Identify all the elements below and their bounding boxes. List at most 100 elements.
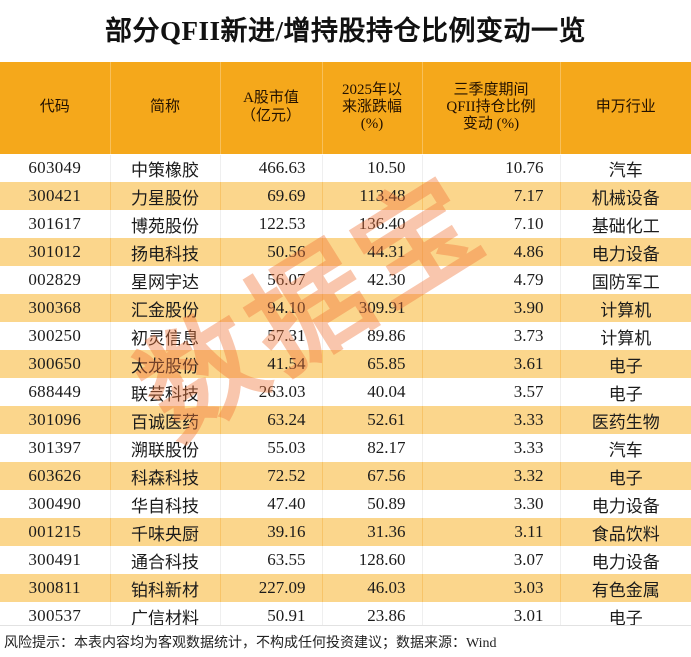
cell-industry: 食品饮料 <box>560 518 691 546</box>
cell-stock-name: 铂科新材 <box>110 574 221 602</box>
cell-market-cap: 227.09 <box>220 574 323 602</box>
header-row: 代码 简称 A股市值 （亿元） 2025年以 来涨跌幅 (%) 三季度期间 QF… <box>0 62 691 155</box>
cell-market-cap: 466.63 <box>220 154 323 182</box>
cell-stock-name: 力星股份 <box>110 182 221 210</box>
cell-industry: 汽车 <box>560 154 691 182</box>
column-header-market-cap-line1: A股市值 <box>243 90 299 107</box>
cell-stock-code: 603626 <box>0 462 111 490</box>
column-header-qfii-change-line3: 变动 (%) <box>462 116 520 133</box>
cell-stock-code: 300490 <box>0 490 111 518</box>
cell-industry: 国防军工 <box>560 266 691 294</box>
table-row: 002829 星网宇达 56.07 42.30 4.79 国防军工 <box>0 266 691 294</box>
cell-qfii-change: 3.90 <box>422 294 561 322</box>
column-header-industry-label: 申万行业 <box>595 99 656 116</box>
cell-industry: 机械设备 <box>560 182 691 210</box>
cell-ytd-change: 89.86 <box>322 322 423 350</box>
cell-stock-code: 300368 <box>0 294 111 322</box>
cell-ytd-change: 44.31 <box>322 238 423 266</box>
cell-qfii-change: 3.07 <box>422 546 561 574</box>
cell-qfii-change: 3.61 <box>422 350 561 378</box>
cell-market-cap: 55.03 <box>220 434 323 462</box>
table-row: 301012 扬电科技 50.56 44.31 4.86 电力设备 <box>0 238 691 266</box>
cell-stock-name: 星网宇达 <box>110 266 221 294</box>
cell-ytd-change: 309.91 <box>322 294 423 322</box>
cell-stock-code: 300491 <box>0 546 111 574</box>
cell-industry: 计算机 <box>560 322 691 350</box>
cell-market-cap: 263.03 <box>220 378 323 406</box>
footer-bar: 风险提示：本表内容均为客观数据统计，不构成任何投资建议；数据来源：Wind <box>0 625 691 657</box>
cell-stock-code: 301397 <box>0 434 111 462</box>
cell-stock-name: 通合科技 <box>110 546 221 574</box>
column-header-ytd-change-line3: (%) <box>360 116 384 133</box>
column-header-code-label: 代码 <box>39 99 70 116</box>
cell-market-cap: 72.52 <box>220 462 323 490</box>
cell-market-cap: 122.53 <box>220 210 323 238</box>
cell-stock-code: 300250 <box>0 322 111 350</box>
cell-stock-code: 301096 <box>0 406 111 434</box>
cell-stock-code: 301617 <box>0 210 111 238</box>
table-row: 300250 初灵信息 57.31 89.86 3.73 计算机 <box>0 322 691 350</box>
cell-market-cap: 63.55 <box>220 546 323 574</box>
cell-qfii-change: 7.17 <box>422 182 561 210</box>
cell-market-cap: 57.31 <box>220 322 323 350</box>
cell-ytd-change: 128.60 <box>322 546 423 574</box>
cell-market-cap: 56.07 <box>220 266 323 294</box>
table-row: 300650 太龙股份 41.54 65.85 3.61 电子 <box>0 350 691 378</box>
column-header-market-cap: A股市值 （亿元） <box>220 62 323 155</box>
column-header-qfii-change-line2: QFII持仓比例 <box>446 99 536 116</box>
cell-ytd-change: 31.36 <box>322 518 423 546</box>
cell-ytd-change: 10.50 <box>322 154 423 182</box>
cell-ytd-change: 113.48 <box>322 182 423 210</box>
cell-stock-code: 001215 <box>0 518 111 546</box>
table-row: 300811 铂科新材 227.09 46.03 3.03 有色金属 <box>0 574 691 602</box>
column-header-industry: 申万行业 <box>560 62 691 155</box>
table-row: 603049 中策橡胶 466.63 10.50 10.76 汽车 <box>0 154 691 182</box>
table-row: 300421 力星股份 69.69 113.48 7.17 机械设备 <box>0 182 691 210</box>
cell-stock-name: 汇金股份 <box>110 294 221 322</box>
cell-qfii-change: 3.33 <box>422 434 561 462</box>
cell-qfii-change: 3.57 <box>422 378 561 406</box>
cell-market-cap: 50.56 <box>220 238 323 266</box>
cell-stock-name: 扬电科技 <box>110 238 221 266</box>
cell-ytd-change: 42.30 <box>322 266 423 294</box>
cell-stock-name: 联芸科技 <box>110 378 221 406</box>
cell-ytd-change: 50.89 <box>322 490 423 518</box>
cell-ytd-change: 136.40 <box>322 210 423 238</box>
cell-industry: 电子 <box>560 462 691 490</box>
cell-stock-code: 300421 <box>0 182 111 210</box>
cell-stock-code: 300811 <box>0 574 111 602</box>
table-row: 688449 联芸科技 263.03 40.04 3.57 电子 <box>0 378 691 406</box>
cell-stock-code: 603049 <box>0 154 111 182</box>
table-header: 代码 简称 A股市值 （亿元） 2025年以 来涨跌幅 (%) 三季度期间 QF… <box>0 62 691 155</box>
cell-stock-name: 科森科技 <box>110 462 221 490</box>
cell-stock-name: 中策橡胶 <box>110 154 221 182</box>
cell-market-cap: 39.16 <box>220 518 323 546</box>
cell-stock-code: 688449 <box>0 378 111 406</box>
title-bar: 部分QFII新进/增持股持仓比例变动一览 <box>0 0 691 62</box>
column-header-ytd-change-line1: 2025年以 <box>341 81 402 98</box>
cell-industry: 医药生物 <box>560 406 691 434</box>
column-header-name-label: 简称 <box>149 99 180 116</box>
table-row: 300491 通合科技 63.55 128.60 3.07 电力设备 <box>0 546 691 574</box>
cell-stock-code: 300650 <box>0 350 111 378</box>
cell-industry: 有色金属 <box>560 574 691 602</box>
cell-ytd-change: 40.04 <box>322 378 423 406</box>
cell-qfii-change: 4.79 <box>422 266 561 294</box>
cell-stock-name: 溯联股份 <box>110 434 221 462</box>
column-header-code: 代码 <box>0 62 111 155</box>
cell-qfii-change: 3.03 <box>422 574 561 602</box>
column-header-name: 简称 <box>110 62 221 155</box>
table-row: 301397 溯联股份 55.03 82.17 3.33 汽车 <box>0 434 691 462</box>
cell-stock-name: 千味央厨 <box>110 518 221 546</box>
cell-stock-name: 百诚医药 <box>110 406 221 434</box>
cell-industry: 电子 <box>560 378 691 406</box>
cell-industry: 电子 <box>560 350 691 378</box>
cell-stock-code: 301012 <box>0 238 111 266</box>
cell-industry: 计算机 <box>560 294 691 322</box>
cell-industry: 汽车 <box>560 434 691 462</box>
table-row: 301096 百诚医药 63.24 52.61 3.33 医药生物 <box>0 406 691 434</box>
cell-ytd-change: 82.17 <box>322 434 423 462</box>
cell-qfii-change: 3.32 <box>422 462 561 490</box>
column-header-qfii-change-line1: 三季度期间 <box>453 81 529 98</box>
